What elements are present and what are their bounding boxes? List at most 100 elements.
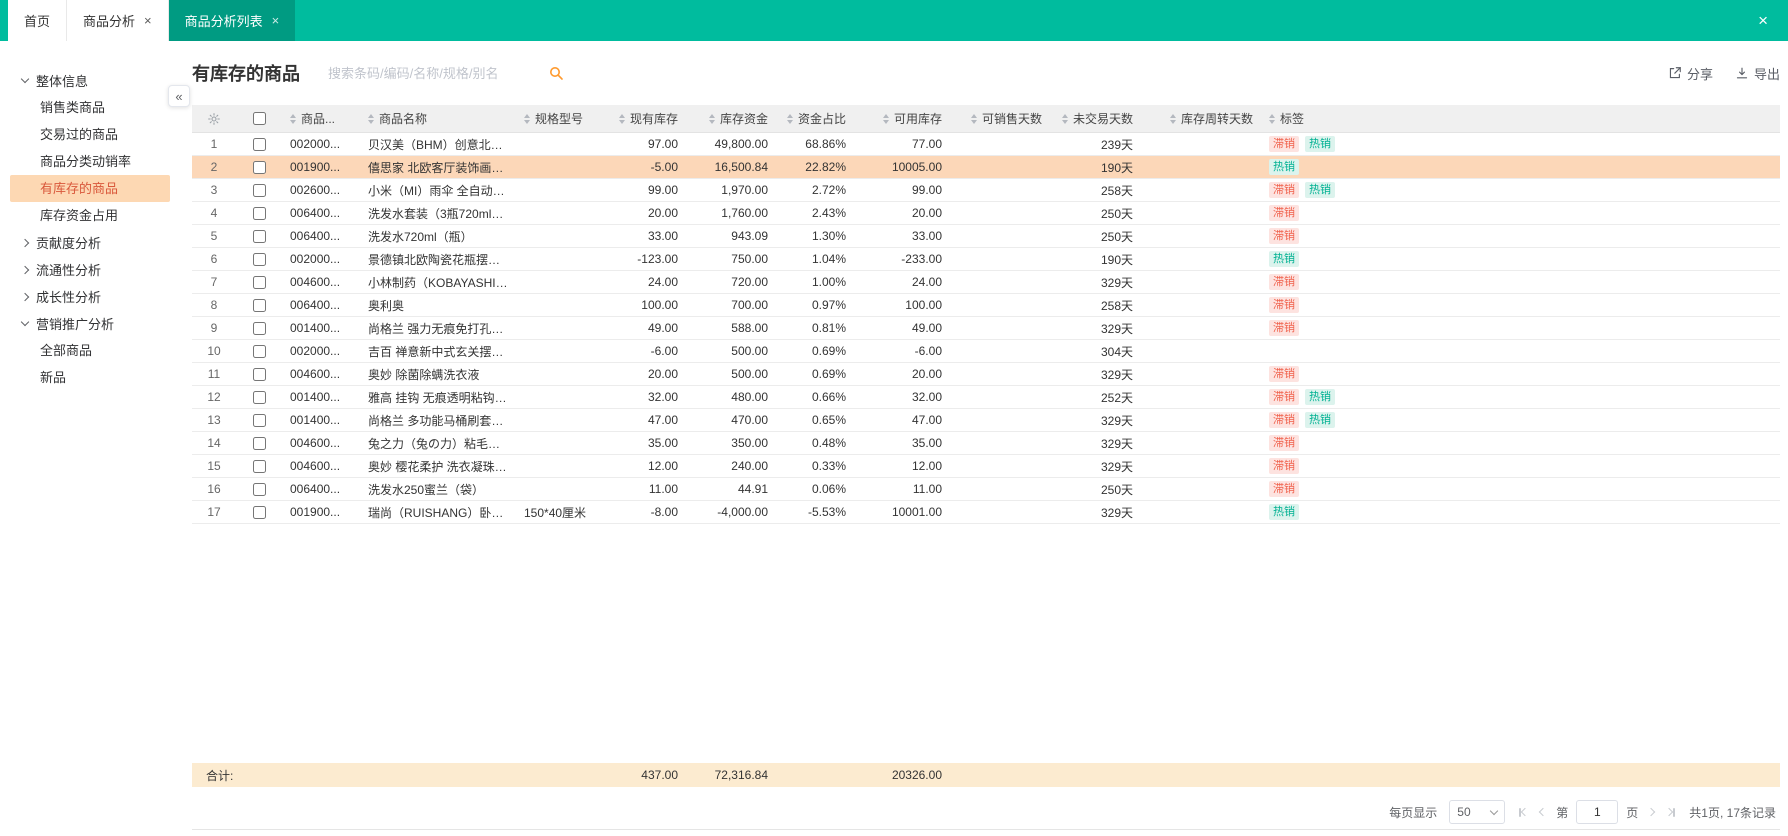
tab-1[interactable]: 商品分析 ×	[67, 0, 169, 41]
pagination-last-button[interactable]	[1664, 807, 1677, 817]
row-checkbox[interactable]	[252, 206, 266, 220]
cell-name: 奥妙 樱花柔护 洗衣凝珠 10	[368, 459, 512, 474]
table-row[interactable]: 17 001900... 瑞尚（RUISHANG）卧室装 150*40厘米 -8.00 -…	[192, 501, 1780, 524]
column-header-tags[interactable]: 标签	[1261, 105, 1780, 132]
table-row[interactable]: 1 002000... 贝汉美（BHM）创意北欧陶瓷 97.00 49,800.00 68…	[192, 133, 1780, 156]
column-header-fund[interactable]: 库存资金	[686, 105, 776, 132]
column-header-ratio[interactable]: 资金占比	[776, 105, 854, 132]
row-checkbox[interactable]	[252, 298, 266, 312]
select-all-checkbox[interactable]	[252, 112, 266, 125]
sidebar-group-0[interactable]: 整体信息	[10, 67, 178, 94]
sidebar-group-1[interactable]: 贡献度分析	[10, 229, 178, 256]
tag-slow: 滞销	[1269, 435, 1299, 451]
row-checkbox[interactable]	[252, 413, 266, 427]
cell-stock: 20.00	[647, 206, 678, 220]
table-settings-cell[interactable]	[192, 105, 236, 132]
table-body: 1 002000... 贝汉美（BHM）创意北欧陶瓷 97.00 49,800.00 68…	[192, 133, 1780, 524]
tab-2[interactable]: 商品分析列表 ×	[168, 0, 296, 41]
window-close-icon[interactable]: ×	[1758, 10, 1768, 30]
cell-code: 004600...	[290, 436, 341, 450]
column-header-name[interactable]: 商品名称	[360, 105, 516, 132]
row-checkbox[interactable]	[252, 459, 266, 473]
row-checkbox[interactable]	[252, 505, 266, 519]
row-checkbox[interactable]	[252, 183, 266, 197]
row-index: 17	[207, 505, 221, 519]
row-checkbox[interactable]	[252, 160, 266, 174]
tab-close-icon[interactable]: ×	[271, 13, 280, 28]
sidebar-item-0-2[interactable]: 商品分类动销率	[40, 154, 132, 169]
pagination-next-button[interactable]	[1646, 807, 1656, 817]
page-size-value: 50	[1457, 805, 1471, 819]
sidebar-item-4-0[interactable]: 全部商品	[40, 343, 93, 358]
sidebar-group-label: 贡献度分析	[36, 236, 102, 251]
sidebar-item-4-1[interactable]: 新品	[40, 370, 67, 385]
pagination-first-button[interactable]	[1517, 807, 1530, 817]
row-checkbox[interactable]	[252, 137, 266, 151]
tab-0[interactable]: 首页	[8, 0, 68, 41]
table-row[interactable]: 4 006400... 洗发水套装（3瓶720ml+1瓶 20.00 1,760.00 2…	[192, 202, 1780, 225]
table-row[interactable]: 7 004600... 小林制药（KOBAYASHI）日 24.00 720.00 1.0…	[192, 271, 1780, 294]
table-row[interactable]: 14 004600... 兔之力（兔の力）粘毛器粘 35.00 350.00 0.48% 3…	[192, 432, 1780, 455]
table-row[interactable]: 16 006400... 洗发水250蜜兰（袋） 11.00 44.91 0.06% 11.…	[192, 478, 1780, 501]
tab-close-icon[interactable]: ×	[144, 13, 152, 28]
row-checkbox[interactable]	[252, 344, 266, 358]
column-header-turnover_days[interactable]: 库存周转天数	[1141, 105, 1261, 132]
tags-cell: 滞销	[1261, 458, 1780, 474]
sidebar-collapse-button[interactable]: «	[168, 85, 190, 107]
sidebar-group-3[interactable]: 成长性分析	[10, 283, 178, 310]
cell-avail: 33.00	[911, 229, 942, 243]
row-checkbox-cell	[236, 482, 282, 496]
row-checkbox[interactable]	[252, 390, 266, 404]
sidebar-group-4[interactable]: 营销推广分析	[10, 310, 178, 337]
cell-avail: 47.00	[911, 413, 942, 427]
table-row[interactable]: 3 002600... 小米（MI）雨伞 全自动折叠 99.00 1,970.00 2.7…	[192, 179, 1780, 202]
row-checkbox[interactable]	[252, 229, 266, 243]
sidebar-group-label: 整体信息	[36, 74, 89, 89]
column-header-avail[interactable]: 可用库存	[854, 105, 950, 132]
search-input[interactable]	[328, 65, 538, 81]
page-number-input[interactable]	[1576, 800, 1619, 824]
pagination-prev-button[interactable]	[1538, 807, 1548, 817]
column-header-no_trade_days[interactable]: 未交易天数	[1050, 105, 1141, 132]
column-header-stock[interactable]: 现有库存	[596, 105, 686, 132]
sidebar-item-0-4[interactable]: 库存资金占用	[40, 208, 119, 223]
table-row[interactable]: 6 002000... 景德镇北欧陶瓷花瓶摆件 优 -123.00 750.00 1.04…	[192, 248, 1780, 271]
search-icon[interactable]	[548, 65, 564, 81]
cell-stock: -6.00	[650, 344, 678, 358]
sidebar-group-2[interactable]: 流通性分析	[10, 256, 178, 283]
row-checkbox[interactable]	[252, 367, 266, 381]
row-checkbox[interactable]	[252, 321, 266, 335]
table-row[interactable]: 11 004600... 奥妙 除菌除螨洗衣液 20.00 500.00 0.69% 20.…	[192, 363, 1780, 386]
row-checkbox[interactable]	[252, 436, 266, 450]
column-header-code[interactable]: 商品...	[282, 105, 360, 132]
summary-cell: 72,316.84	[714, 768, 768, 782]
column-header-spec[interactable]: 规格型号	[516, 105, 596, 132]
tag-slow: 滞销	[1269, 182, 1299, 198]
table-row[interactable]: 13 001400... 尚格兰 多功能马桶刷套装 马 47.00 470.00 0.65…	[192, 409, 1780, 432]
export-button[interactable]: 导出	[1735, 64, 1780, 83]
share-button[interactable]: 分享	[1668, 64, 1713, 83]
row-checkbox[interactable]	[252, 252, 266, 266]
cell-ratio: 0.69%	[811, 344, 846, 358]
column-header-sell_days[interactable]: 可销售天数	[950, 105, 1050, 132]
table-row[interactable]: 12 001400... 雅高 挂钩 无痕透明粘钩 强 32.00 480.00 0.66…	[192, 386, 1780, 409]
tag-slow: 滞销	[1269, 481, 1299, 497]
sidebar-item-0-3[interactable]: 有库存的商品	[10, 175, 170, 202]
table-row[interactable]: 10 002000... 吉百 禅意新中式玄关摆件瓷 -6.00 500.00 0.69%…	[192, 340, 1780, 363]
cell-code: 001900...	[290, 505, 341, 519]
table-row[interactable]: 5 006400... 洗发水720ml（瓶） 33.00 943.09 1.30% 33.…	[192, 225, 1780, 248]
table-row[interactable]: 2 001900... 僖思家 北欧客厅装饰画卧室 -5.00 16,500.84 22.…	[192, 156, 1780, 179]
cell-stock: 32.00	[647, 390, 678, 404]
row-checkbox[interactable]	[252, 275, 266, 289]
table-row[interactable]: 9 001400... 尚格兰 强力无痕免打孔浴室 49.00 588.00 0.81% 4…	[192, 317, 1780, 340]
bottom-divider	[192, 829, 1780, 830]
row-checkbox[interactable]	[252, 482, 266, 496]
sidebar-item-0-0[interactable]: 销售类商品	[40, 100, 106, 115]
table-header-row: 商品... 商品名称 规格型号 现有库存 库存资金 资金占比 可用库存 可销售天数 未交易天数 库…	[192, 105, 1780, 133]
table-row[interactable]: 8 006400... 奥利奥 100.00 700.00 0.97% 100.00 258天…	[192, 294, 1780, 317]
page-size-select[interactable]: 50	[1449, 800, 1506, 824]
table-row[interactable]: 15 004600... 奥妙 樱花柔护 洗衣凝珠 10 12.00 240.00 0.3…	[192, 455, 1780, 478]
sidebar-item-0-1[interactable]: 交易过的商品	[40, 127, 119, 142]
cell-no_trade_days: 329天	[1100, 275, 1133, 290]
row-index: 10	[207, 344, 221, 358]
